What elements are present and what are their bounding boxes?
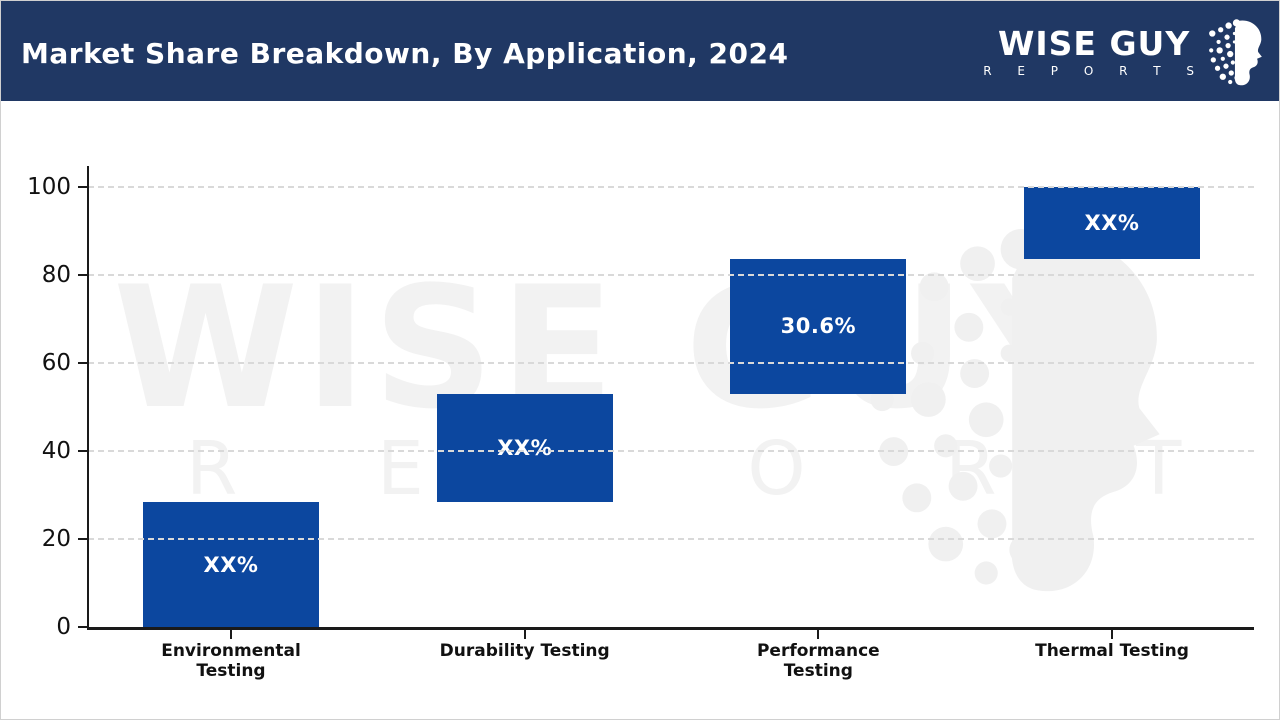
y-tick-60 — [78, 362, 87, 364]
bar-value-label: 30.6% — [780, 314, 856, 339]
x-category-label: Environmental Testing — [111, 641, 351, 681]
y-tick-label-0: 0 — [56, 614, 71, 640]
x-category-label: Durability Testing — [405, 641, 645, 661]
page-title: Market Share Breakdown, By Application, … — [21, 37, 789, 70]
x-category-label-line: Performance — [756, 641, 880, 661]
y-tick-label-40: 40 — [41, 438, 71, 464]
y-tick-40 — [78, 450, 87, 452]
face-profile-icon — [1209, 19, 1262, 86]
bar-value-label: XX% — [497, 435, 553, 460]
x-tick-3 — [1111, 630, 1113, 639]
gridline-y-60 — [88, 362, 1254, 364]
x-category-label-line: Environmental — [161, 641, 301, 661]
y-axis-line — [87, 166, 89, 630]
bar-durability-testing: XX% — [436, 393, 613, 503]
x-axis-line — [87, 627, 1254, 630]
y-tick-20 — [78, 538, 87, 540]
y-tick-label-20: 20 — [41, 526, 71, 552]
x-category-label-line: Thermal Testing — [1035, 641, 1189, 661]
x-category-label: Performance Testing — [698, 641, 938, 681]
y-tick-100 — [78, 186, 87, 188]
gridline-y-100 — [88, 186, 1254, 188]
x-category-label-line: Testing — [196, 661, 266, 681]
gridline-y-80 — [88, 274, 1254, 276]
x-tick-1 — [523, 630, 526, 639]
x-category-label-line: Durability Testing — [439, 641, 610, 661]
gridline-y-40 — [88, 450, 1254, 452]
bar-thermal-testing: XX% — [1024, 187, 1200, 260]
bar-environmental-testing: XX% — [143, 502, 319, 627]
header-bar: Market Share Breakdown, By Application, … — [1, 1, 1279, 101]
y-tick-label-100: 100 — [27, 174, 71, 200]
y-tick-label-60: 60 — [41, 350, 71, 376]
bar-performance-testing: 30.6% — [730, 259, 907, 394]
brand-logo: WISE GUY R E P O R T S — [983, 11, 1267, 93]
x-tick-2 — [817, 630, 820, 639]
bar-value-label: XX% — [203, 552, 259, 577]
brand-subtitle: R E P O R T S — [983, 64, 1205, 78]
y-tick-label-80: 80 — [41, 262, 71, 288]
gridline-y-20 — [88, 538, 1254, 540]
x-category-label-line: Testing — [783, 661, 853, 681]
bar-value-label: XX% — [1084, 211, 1140, 236]
x-category-label: Thermal Testing — [992, 641, 1232, 661]
y-tick-80 — [78, 274, 87, 276]
y-tick-0 — [78, 626, 87, 628]
x-tick-0 — [230, 630, 232, 639]
brand-logo-text: WISE GUY R E P O R T S — [983, 24, 1205, 79]
brand-name: WISE GUY — [997, 24, 1191, 63]
